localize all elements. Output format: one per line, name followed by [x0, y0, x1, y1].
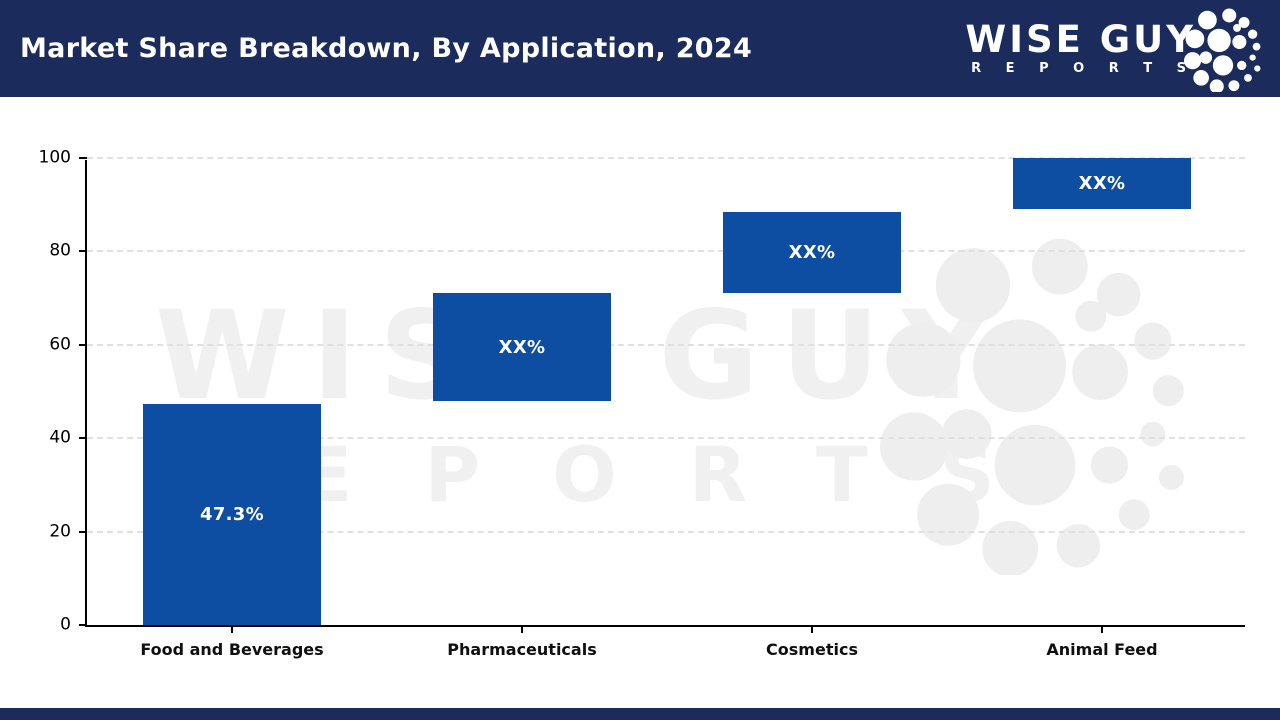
y-tick-80	[79, 250, 87, 253]
x-tick-food-and-beverages	[231, 625, 233, 633]
x-tick-pharmaceuticals	[521, 625, 523, 633]
logo-head-icon	[1184, 6, 1262, 92]
y-tick-label-20: 20	[49, 521, 71, 542]
y-tick-label-40: 40	[49, 427, 71, 448]
category-label-animal-feed: Animal Feed	[1046, 640, 1158, 659]
y-tick-40	[79, 437, 87, 440]
y-tick-100	[79, 157, 87, 159]
brand-logo: WISE GUY R E P O R T S	[965, 6, 1262, 92]
y-tick-label-0: 0	[60, 614, 71, 635]
page-title: Market Share Breakdown, By Application, …	[20, 33, 753, 64]
bar-label-animal-feed: XX%	[1078, 173, 1126, 195]
bar-cosmetics: XX%	[723, 211, 901, 294]
gridline-100	[87, 157, 1245, 159]
gridline-20	[87, 530, 1245, 533]
footer-bar	[0, 708, 1280, 720]
y-tick-label-80: 80	[49, 240, 71, 261]
plot-area: 0 20 40 60 80 100 47.3% Food and Beverages XX% Ph…	[39, 149, 1245, 659]
category-label-cosmetics: Cosmetics	[766, 640, 858, 659]
y-tick-20	[79, 530, 87, 533]
bar-label-pharmaceuticals: XX%	[498, 336, 546, 358]
header-bar: Market Share Breakdown, By Application, …	[0, 0, 1280, 97]
bar-animal-feed: XX%	[1013, 158, 1191, 210]
category-label-food-and-beverages: Food and Beverages	[140, 640, 324, 659]
y-tick-60	[79, 343, 87, 346]
y-tick-0	[79, 624, 87, 626]
logo-text: WISE GUY R E P O R T S	[965, 17, 1196, 77]
x-tick-animal-feed	[1101, 625, 1103, 633]
logo-subtext: R E P O R T S	[971, 61, 1196, 77]
bar-pharmaceuticals: XX%	[433, 293, 611, 401]
gridline-80	[87, 250, 1245, 253]
bar-label-cosmetics: XX%	[788, 242, 836, 264]
category-label-pharmaceuticals: Pharmaceuticals	[447, 640, 597, 659]
y-tick-label-100: 100	[38, 147, 71, 168]
bar-label-food-and-beverages: 47.3%	[200, 504, 264, 526]
gridline-40	[87, 437, 1245, 440]
logo-wordmark: WISE GUY	[965, 17, 1196, 61]
gridline-60	[87, 343, 1245, 346]
bar-food-and-beverages: 47.3%	[143, 404, 321, 625]
y-tick-label-60: 60	[49, 334, 71, 355]
x-tick-cosmetics	[811, 625, 813, 633]
